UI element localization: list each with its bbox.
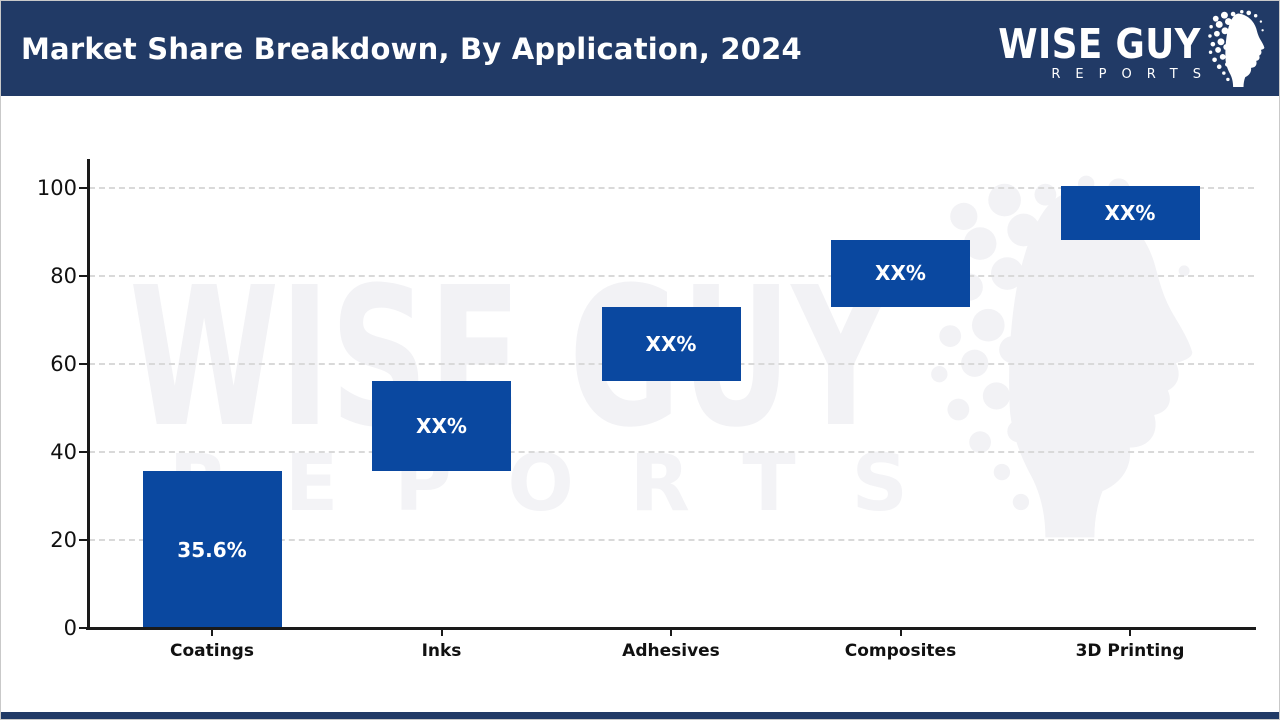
gridline — [89, 187, 1254, 189]
x-tick — [440, 628, 443, 636]
y-tick-label: 60 — [50, 352, 77, 376]
y-tick — [79, 275, 88, 277]
y-tick — [79, 539, 88, 541]
brand-tagline: REPORTS — [1051, 67, 1216, 82]
x-tick — [670, 628, 672, 636]
bar-inks: XX% — [372, 381, 511, 472]
y-tick — [79, 363, 88, 365]
y-tick — [79, 627, 88, 629]
gridline — [89, 275, 1254, 277]
bar-coatings: 35.6% — [142, 471, 282, 628]
gridline — [89, 451, 1254, 453]
x-tick — [899, 628, 902, 636]
x-tick-label: Inks — [421, 641, 462, 661]
bar-value-label: XX% — [645, 331, 697, 356]
brand-logo: WISE GUY REPORTS — [998, 8, 1265, 92]
x-tick-label: 3D Printing — [1075, 641, 1185, 661]
brand-face-icon — [1208, 10, 1265, 87]
x-tick-label: Adhesives — [622, 641, 720, 661]
bar-value-label: 35.6% — [177, 537, 247, 562]
x-tick — [211, 628, 213, 636]
y-tick — [79, 451, 88, 453]
y-axis-line — [87, 159, 90, 630]
brand-name: WISE GUY — [998, 20, 1201, 68]
y-tick — [79, 187, 88, 189]
bar-value-label: XX% — [416, 414, 467, 439]
gridline — [89, 539, 1254, 541]
footer-bar — [1, 712, 1279, 719]
brand-text: WISE GUY REPORTS — [968, 20, 1201, 83]
bar-value-label: XX% — [1104, 200, 1156, 225]
header: Market Share Breakdown, By Application, … — [1, 1, 1279, 96]
y-tick-label: 20 — [50, 528, 77, 552]
bar-value-label: XX% — [875, 261, 926, 286]
bar-3d-printing: XX% — [1060, 185, 1200, 240]
page-title: Market Share Breakdown, By Application, … — [21, 32, 802, 66]
bar-composites: XX% — [831, 239, 970, 307]
y-tick-label: 0 — [63, 616, 77, 640]
x-tick-label: Coatings — [170, 641, 254, 661]
x-tick — [1129, 628, 1131, 636]
y-tick-label: 100 — [36, 176, 77, 200]
y-tick-label: 80 — [50, 264, 77, 288]
x-tick-label: Composites — [844, 641, 957, 661]
y-tick-label: 40 — [50, 440, 77, 464]
bar-adhesives: XX% — [601, 306, 741, 382]
